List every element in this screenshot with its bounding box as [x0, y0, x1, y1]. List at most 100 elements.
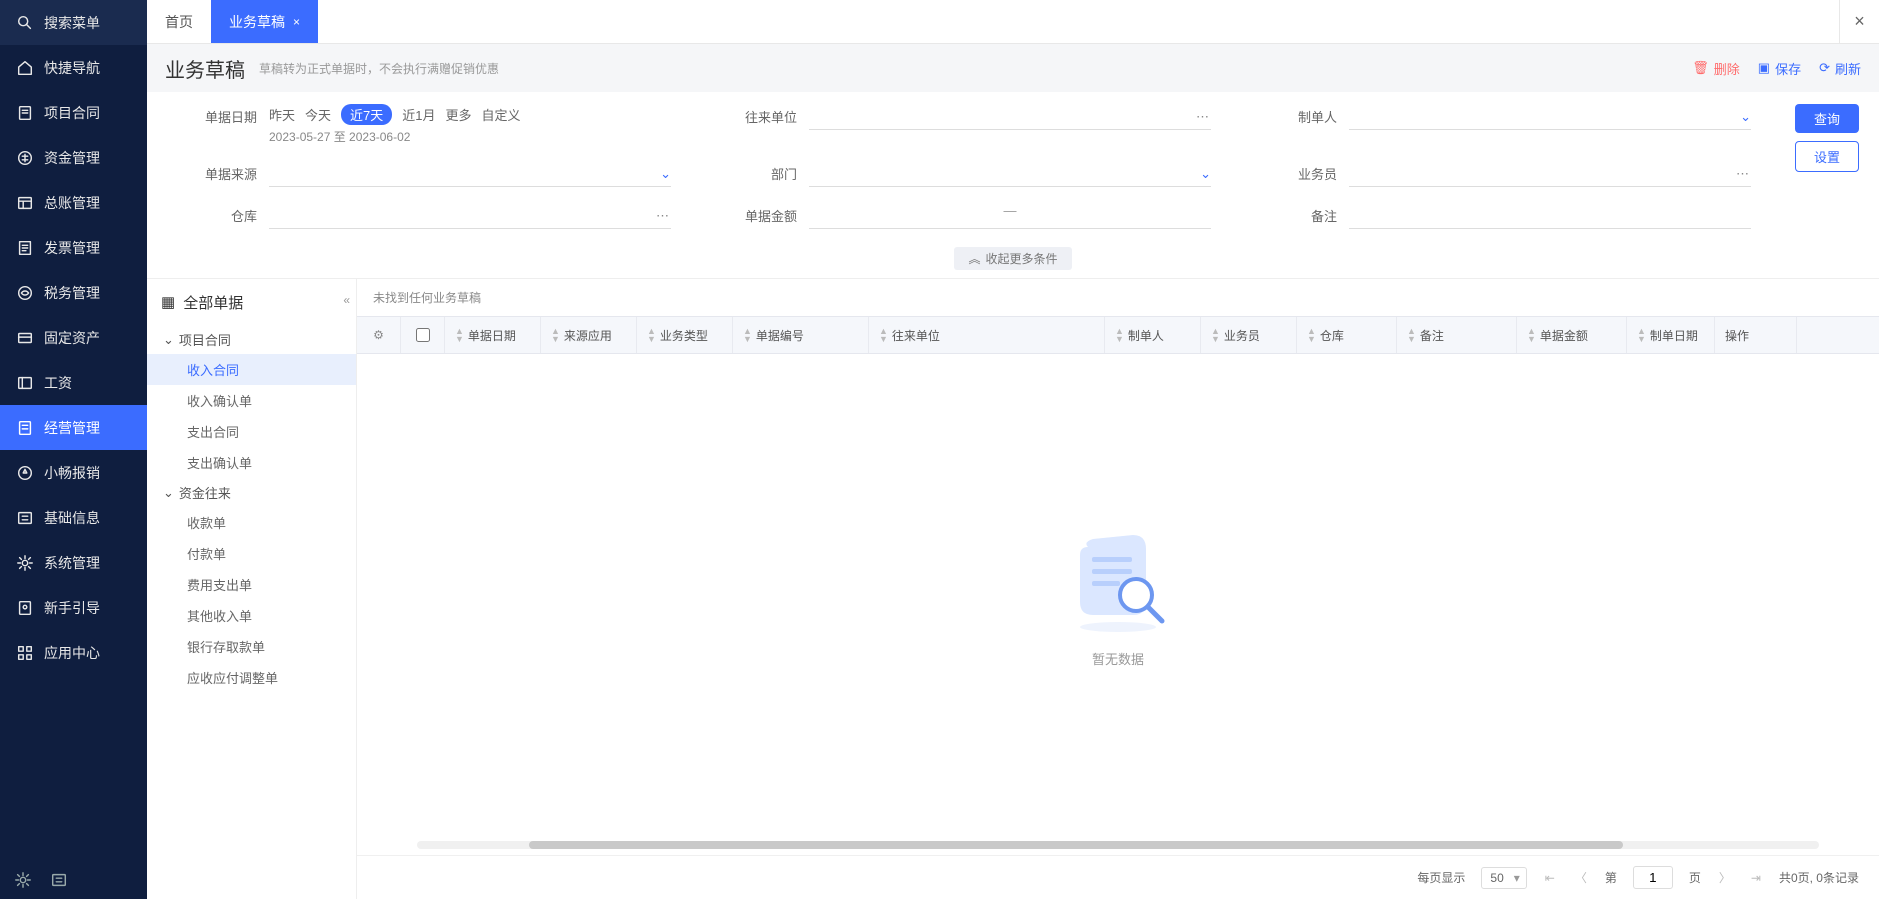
date-preset[interactable]: 近1月	[402, 105, 435, 124]
tab[interactable]: 业务草稿×	[211, 0, 318, 43]
source-select[interactable]: ⌄	[269, 161, 671, 187]
nav-item-salary[interactable]: 工资	[0, 360, 147, 405]
save-button[interactable]: ▣ 保存	[1758, 59, 1801, 78]
partner-input[interactable]: ⋯	[809, 104, 1211, 130]
nav-item-asset[interactable]: 固定资产	[0, 315, 147, 360]
nav-label: 资金管理	[44, 148, 100, 168]
date-preset[interactable]: 近7天	[341, 104, 392, 125]
category-leaf[interactable]: 收款单	[147, 507, 356, 538]
search-icon	[16, 14, 34, 32]
remark-input[interactable]	[1349, 203, 1751, 229]
column-header[interactable]: ▲▼备注	[1397, 317, 1517, 353]
tab[interactable]: 首页	[147, 0, 211, 43]
page-subtitle: 草稿转为正式单据时，不会执行满赠促销优惠	[259, 60, 499, 77]
category-header[interactable]: ▦ 全部单据	[147, 279, 356, 325]
nav-item-money[interactable]: 资金管理	[0, 135, 147, 180]
table-message: 未找到任何业务草稿	[357, 279, 1879, 316]
footer-icon-2[interactable]	[50, 871, 70, 891]
column-header[interactable]: ▲▼业务员	[1201, 317, 1297, 353]
maker-select[interactable]: ⌄	[1349, 104, 1751, 130]
date-preset[interactable]: 昨天	[269, 105, 295, 124]
sort-icon: ▲▼	[1115, 327, 1124, 343]
label-remark: 备注	[1251, 203, 1349, 225]
salesperson-input[interactable]: ⋯	[1349, 161, 1751, 187]
column-header[interactable]: ▲▼来源应用	[541, 317, 637, 353]
left-nav: 搜索菜单快捷导航项目合同资金管理总账管理发票管理税务管理固定资产工资经营管理小畅…	[0, 0, 147, 899]
grid-icon: ▦	[161, 293, 175, 311]
nav-item-system[interactable]: 系统管理	[0, 540, 147, 585]
nav-item-info[interactable]: 基础信息	[0, 495, 147, 540]
column-header[interactable]: ▲▼单据编号	[733, 317, 869, 353]
trash-icon: 🗑	[1692, 60, 1709, 76]
nav-item-doc[interactable]: 项目合同	[0, 90, 147, 135]
horizontal-scrollbar[interactable]	[357, 841, 1879, 855]
category-leaf[interactable]: 收入合同	[147, 354, 356, 385]
category-leaf[interactable]: 银行存取款单	[147, 631, 356, 662]
category-leaf[interactable]: 收入确认单	[147, 385, 356, 416]
column-header[interactable]: ▲▼业务类型	[637, 317, 733, 353]
close-icon[interactable]: ×	[293, 15, 300, 29]
category-leaf[interactable]: 其他收入单	[147, 600, 356, 631]
category-group[interactable]: ⌄资金往来	[147, 478, 356, 507]
page-suffix: 页	[1689, 869, 1701, 886]
category-leaf[interactable]: 应收应付调整单	[147, 662, 356, 693]
tabs-strip: 首页业务草稿××	[147, 0, 1879, 44]
sort-icon: ▲▼	[647, 327, 656, 343]
first-page-button[interactable]: ⇤	[1543, 871, 1557, 885]
collapse-panel-button[interactable]: «	[343, 293, 350, 307]
category-leaf[interactable]: 费用支出单	[147, 569, 356, 600]
column-header[interactable]: ▲▼单据金额	[1517, 317, 1627, 353]
date-preset[interactable]: 自定义	[482, 105, 521, 124]
category-leaf[interactable]: 支出确认单	[147, 447, 356, 478]
delete-button[interactable]: 🗑 删除	[1692, 59, 1740, 78]
select-all-checkbox[interactable]	[401, 317, 445, 353]
column-header[interactable]: ▲▼制单日期	[1627, 317, 1715, 353]
date-preset[interactable]: 今天	[305, 105, 331, 124]
settings-button[interactable]: 设置	[1795, 141, 1859, 172]
nav-item-ledger[interactable]: 总账管理	[0, 180, 147, 225]
category-leaf[interactable]: 支出合同	[147, 416, 356, 447]
nav-label: 总账管理	[44, 193, 100, 213]
last-page-button[interactable]: ⇥	[1749, 871, 1763, 885]
column-header[interactable]: ▲▼制单人	[1105, 317, 1201, 353]
prev-page-button[interactable]: 〈	[1573, 869, 1589, 886]
refresh-icon: ⟳	[1819, 60, 1830, 76]
column-header[interactable]: ▲▼单据日期	[445, 317, 541, 353]
nav-item-tax[interactable]: 税务管理	[0, 270, 147, 315]
column-header[interactable]: ▲▼往来单位	[869, 317, 1105, 353]
filter-form: 查询 设置 单据日期 昨天今天近7天近1月更多自定义 2023-05-27 至 …	[147, 92, 1879, 278]
query-button[interactable]: 查询	[1795, 104, 1859, 133]
refresh-button[interactable]: ⟳ 刷新	[1819, 59, 1861, 78]
label-partner: 往来单位	[711, 104, 809, 126]
system-icon	[16, 554, 34, 572]
sort-icon: ▲▼	[879, 327, 888, 343]
nav-label: 固定资产	[44, 328, 100, 348]
collapse-filters-button[interactable]: ︽ 收起更多条件	[954, 247, 1071, 270]
warehouse-input[interactable]: ⋯	[269, 203, 671, 229]
column-header[interactable]: ▲▼仓库	[1297, 317, 1397, 353]
nav-item-manage[interactable]: 经营管理	[0, 405, 147, 450]
nav-item-apps[interactable]: 应用中心	[0, 630, 147, 675]
nav-item-search[interactable]: 搜索菜单	[0, 0, 147, 45]
next-page-button[interactable]: 〉	[1717, 869, 1733, 886]
nav-item-expense[interactable]: 小畅报销	[0, 450, 147, 495]
nav-item-home[interactable]: 快捷导航	[0, 45, 147, 90]
amount-input[interactable]: —	[809, 203, 1211, 229]
column-settings-button[interactable]: ⚙	[357, 317, 401, 353]
date-preset[interactable]: 更多	[446, 105, 472, 124]
nav-item-guide[interactable]: 新手引导	[0, 585, 147, 630]
expense-icon	[16, 464, 34, 482]
pagination: 每页显示 50 ⇤ 〈 第 页 〉 ⇥ 共0页, 0条记录	[357, 855, 1879, 899]
category-group[interactable]: ⌄项目合同	[147, 325, 356, 354]
sort-icon: ▲▼	[1527, 327, 1536, 343]
nav-item-invoice[interactable]: 发票管理	[0, 225, 147, 270]
per-page-select[interactable]: 50	[1481, 867, 1526, 889]
footer-icon-1[interactable]	[14, 871, 34, 891]
checkbox[interactable]	[416, 328, 430, 342]
close-all-tabs-button[interactable]: ×	[1839, 0, 1879, 43]
column-header[interactable]: 操作	[1715, 317, 1797, 353]
category-leaf[interactable]: 付款单	[147, 538, 356, 569]
page-input[interactable]	[1633, 866, 1673, 889]
nav-label: 搜索菜单	[44, 13, 100, 33]
department-select[interactable]: ⌄	[809, 161, 1211, 187]
